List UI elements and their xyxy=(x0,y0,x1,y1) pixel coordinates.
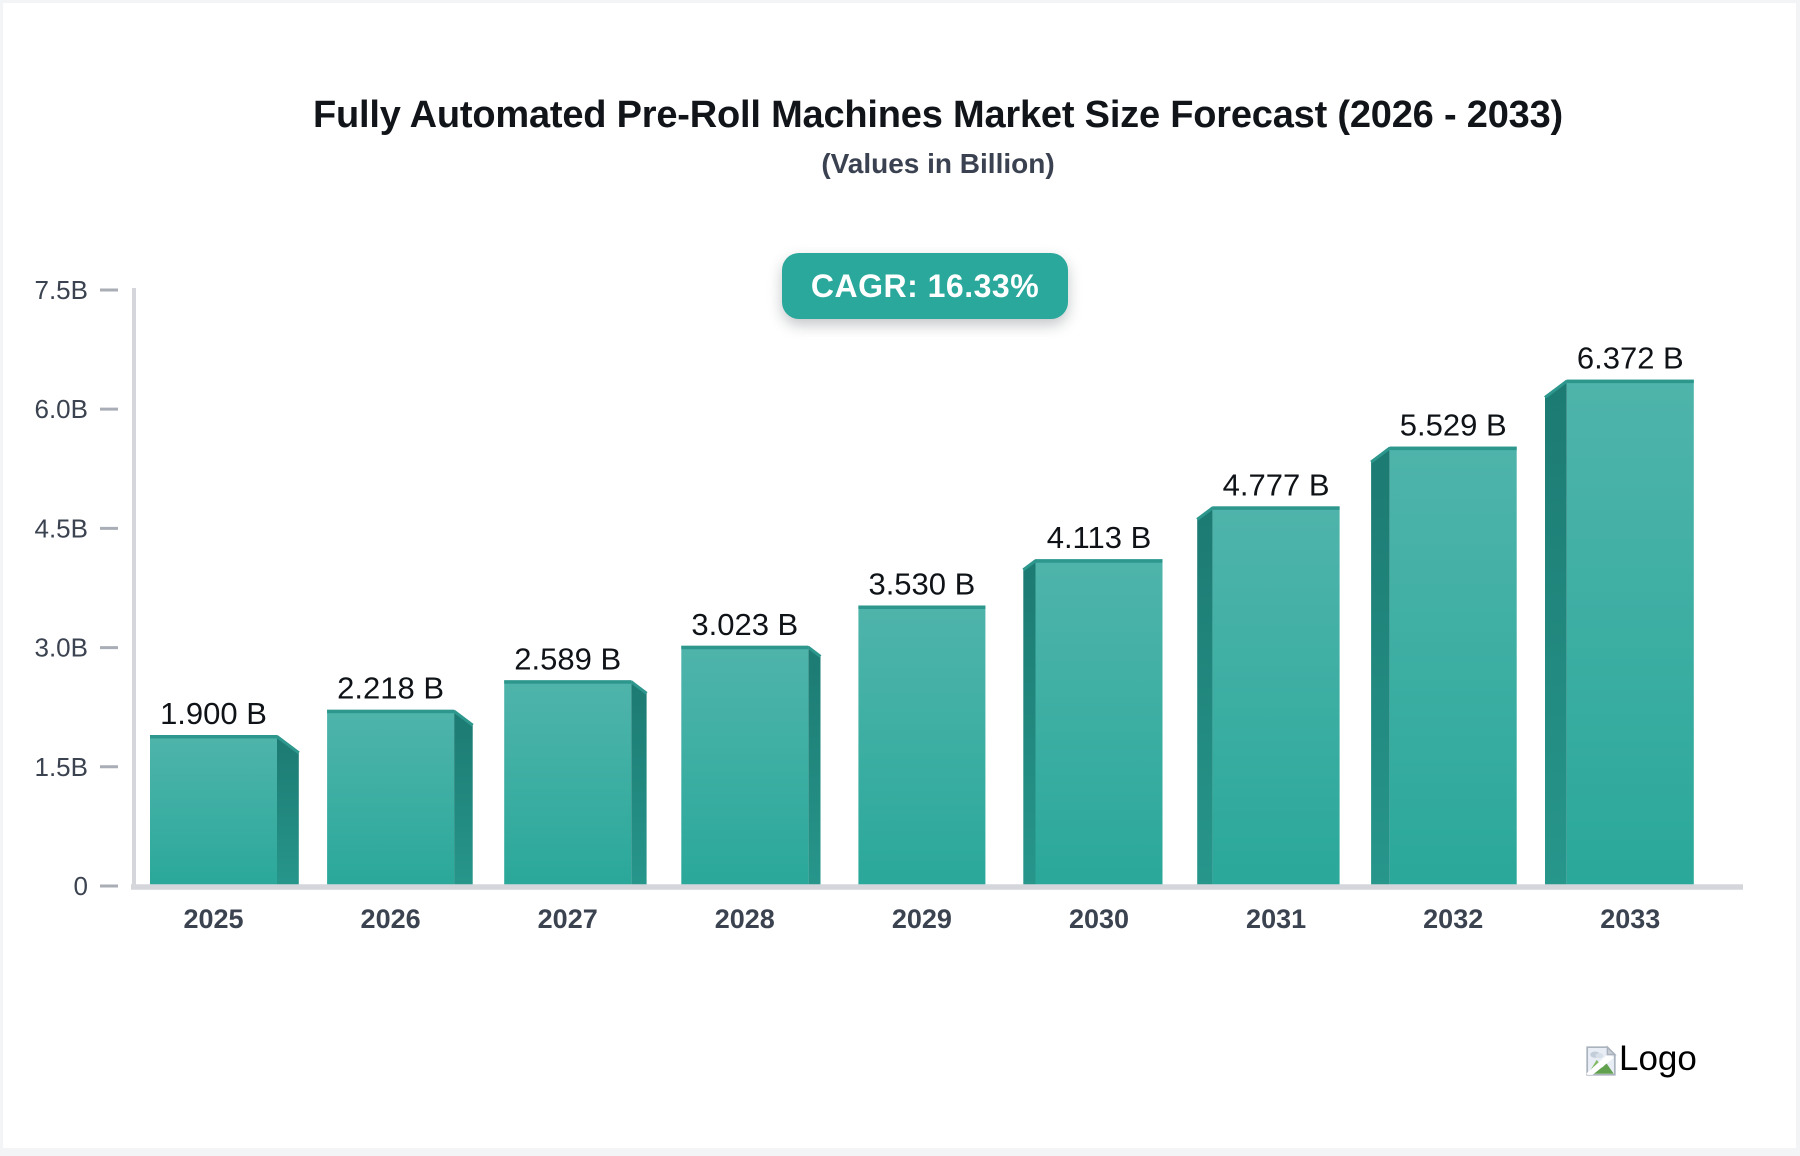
x-axis-label-2025: 2025 xyxy=(183,904,243,934)
bar-side-top-edge xyxy=(1544,379,1568,399)
chart-title: Fully Automated Pre-Roll Machines Market… xyxy=(313,94,1563,136)
bar-2031 xyxy=(1212,506,1340,886)
bar-side-2026 xyxy=(454,709,473,886)
bar-side-2033 xyxy=(1545,379,1567,886)
y-axis-label: 0 xyxy=(74,871,88,901)
bar-side-top-edge xyxy=(807,646,822,658)
cagr-badge: CAGR: 16.33% xyxy=(782,253,1068,319)
y-axis-label: 3.0B xyxy=(35,633,89,663)
bar-value-label: 5.529 B xyxy=(1400,408,1507,443)
bar-value-label: 6.372 B xyxy=(1577,341,1684,376)
bar-2025 xyxy=(150,735,277,886)
bar-value-label: 2.218 B xyxy=(337,671,444,706)
bar-2032 xyxy=(1389,446,1517,886)
logo-text: Logo xyxy=(1619,1039,1697,1078)
bar-2029 xyxy=(858,605,986,886)
y-axis-label: 6.0B xyxy=(35,394,89,424)
bar-value-label: 3.530 B xyxy=(868,566,975,601)
bar-value-label: 1.900 B xyxy=(160,696,267,731)
x-axis-label-2029: 2029 xyxy=(892,904,952,934)
x-axis-label-2027: 2027 xyxy=(538,904,598,934)
x-axis-label-2031: 2031 xyxy=(1246,904,1306,934)
logo: Logo xyxy=(1584,1040,1697,1078)
cagr-badge-label: CAGR: 16.33% xyxy=(810,267,1040,304)
bar-2027 xyxy=(504,680,632,886)
bar-side-2025 xyxy=(277,735,299,886)
bar-side-top-edge xyxy=(1022,559,1037,571)
bar-2030 xyxy=(1035,559,1163,886)
x-axis-label-2030: 2030 xyxy=(1069,904,1129,934)
x-axis-label-2028: 2028 xyxy=(715,904,775,934)
bar-side-top-edge xyxy=(453,710,474,727)
bar-side-top-edge xyxy=(1370,446,1391,464)
bar-2033 xyxy=(1566,379,1694,886)
bar-2028 xyxy=(681,645,809,886)
bar-side-2028 xyxy=(808,645,821,886)
bar-value-label: 4.113 B xyxy=(1047,520,1152,555)
bar-side-top-edge xyxy=(276,735,300,755)
chart-subtitle: (Values in Billion) xyxy=(821,148,1055,179)
bar-value-label: 3.023 B xyxy=(691,607,798,642)
y-axis-label: 7.5B xyxy=(35,275,89,305)
bar-value-label: 2.589 B xyxy=(514,641,621,676)
x-axis-label-2026: 2026 xyxy=(361,904,421,934)
bar-2026 xyxy=(327,709,455,886)
bar-side-top-edge xyxy=(1196,506,1214,521)
bar-value-label: 4.777 B xyxy=(1223,467,1330,502)
bar-side-top-edge xyxy=(630,680,648,695)
bar-side-2030 xyxy=(1023,559,1036,886)
bar-side-2027 xyxy=(631,680,647,886)
y-axis-label: 1.5B xyxy=(35,752,89,782)
x-axis-label-2032: 2032 xyxy=(1423,904,1483,934)
bars-layer: 1.900 B 2.218 B 2.589 B 3.023 B 3.530 B 4.113… xyxy=(150,341,1694,886)
bar-side-2031 xyxy=(1197,506,1213,886)
broken-image-icon xyxy=(1586,1045,1617,1076)
axis-layer: 2025 2026 2027 2028 2029 2030 2031 2032 2033 0 1.5… xyxy=(35,275,1743,934)
x-axis-label-2033: 2033 xyxy=(1600,904,1660,934)
bar-side-2032 xyxy=(1371,446,1390,886)
y-axis-label: 4.5B xyxy=(35,513,89,543)
